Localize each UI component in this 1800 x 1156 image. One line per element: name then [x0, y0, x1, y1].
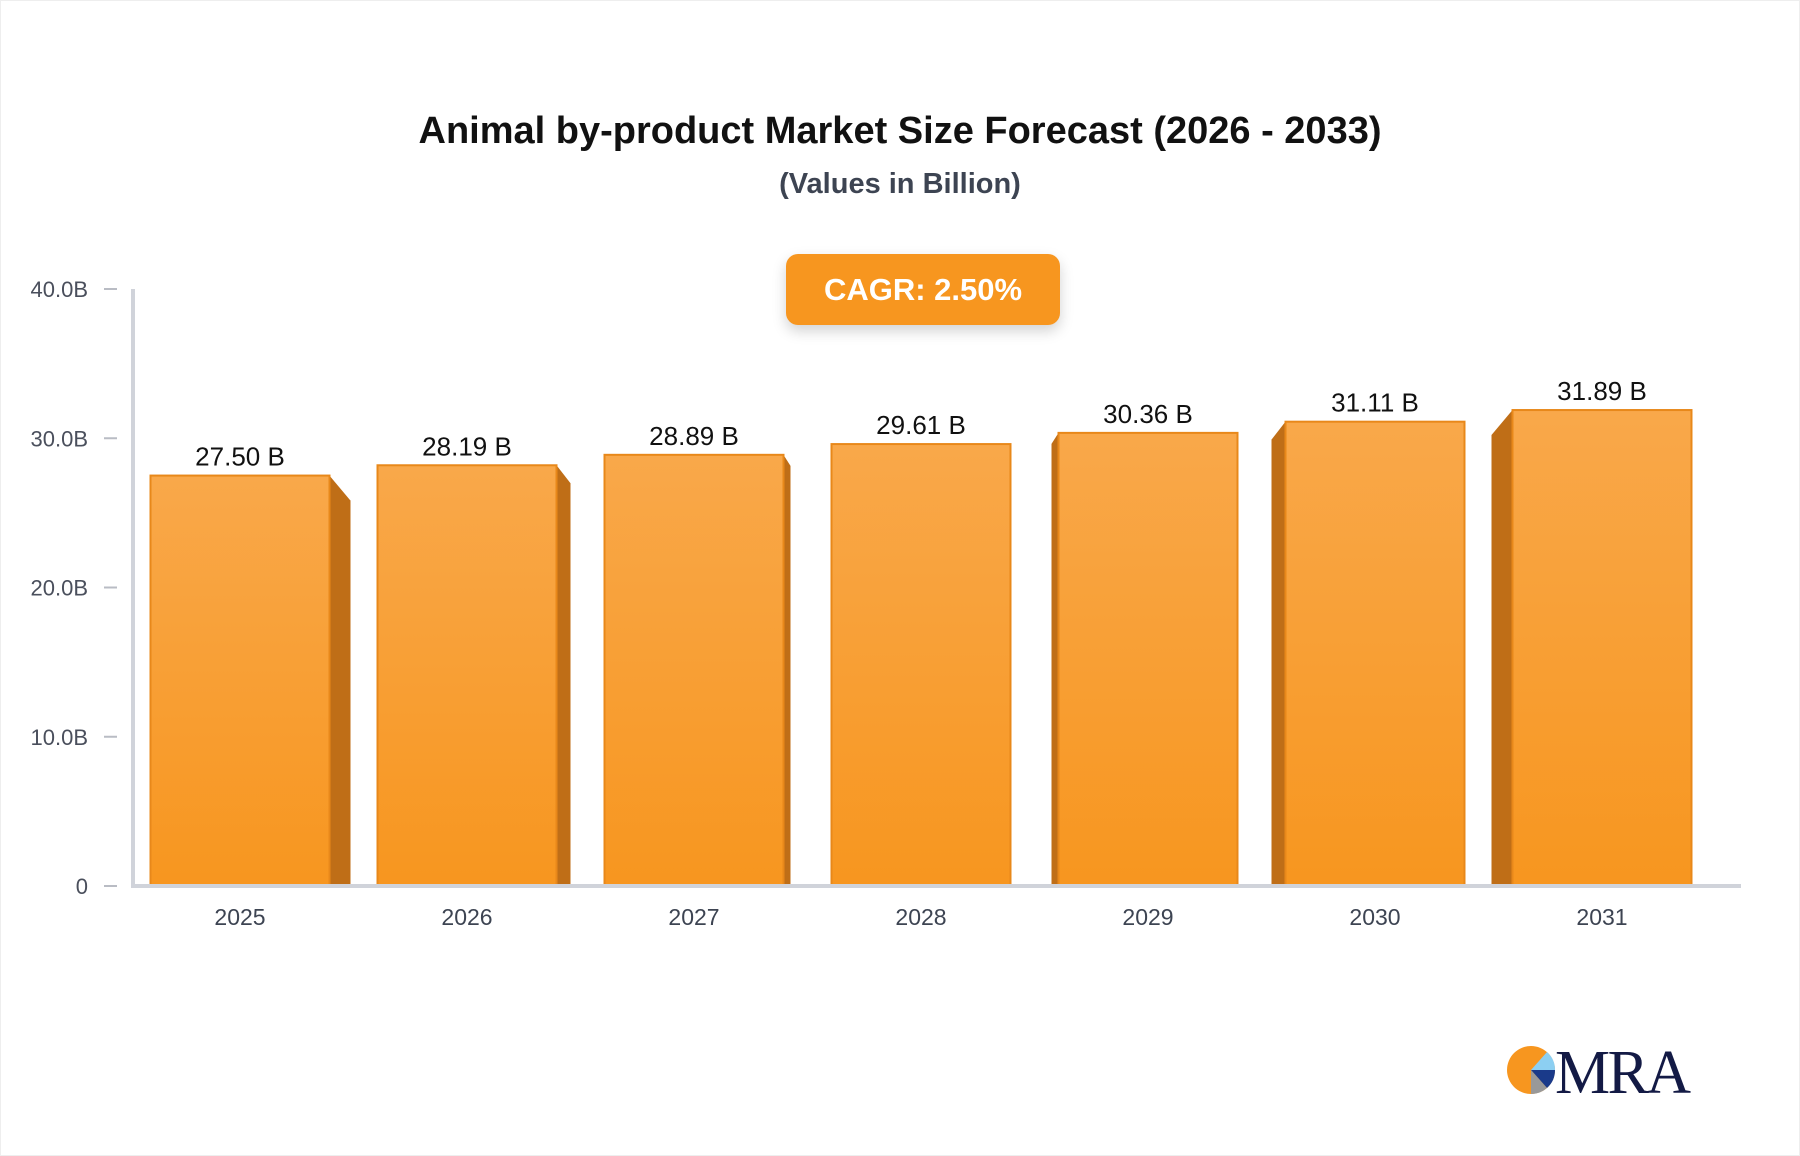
data-label: 31.11 B	[1331, 388, 1419, 418]
x-tick-label: 2027	[668, 904, 719, 930]
chart-subtitle: (Values in Billion)	[779, 168, 1021, 200]
x-tick-label: 2028	[895, 904, 946, 930]
bar	[603, 453, 785, 887]
bar	[1057, 431, 1239, 887]
bar	[1284, 420, 1466, 887]
y-tick-label: 10.0B	[31, 725, 89, 750]
svg-text:MRA: MRA	[1555, 1040, 1691, 1100]
x-tick-label: 2031	[1576, 904, 1627, 930]
bar-side-face	[556, 465, 571, 886]
x-tick-label: 2026	[441, 904, 492, 930]
bar-side-face	[1271, 421, 1286, 886]
bar-side-face	[329, 475, 351, 886]
y-tick-label: 20.0B	[31, 576, 89, 601]
x-tick-label: 2029	[1122, 904, 1173, 930]
bar-side-face	[1491, 410, 1513, 886]
x-tick-label: 2025	[214, 904, 265, 930]
data-label: 30.36 B	[1103, 399, 1193, 429]
y-tick-label: 30.0B	[31, 426, 89, 451]
bar	[830, 443, 1012, 887]
chart-title: Animal by-product Market Size Forecast (…	[418, 110, 1382, 152]
bar	[149, 474, 331, 887]
data-label: 27.50 B	[195, 442, 285, 472]
bar-side-face	[783, 454, 791, 886]
bar	[1511, 409, 1693, 887]
data-label: 28.89 B	[649, 421, 739, 451]
mra-logo: MRA	[1505, 1040, 1695, 1100]
y-tick-label: 0	[76, 874, 88, 899]
x-tick-label: 2030	[1349, 904, 1400, 930]
bar-side-face	[1051, 432, 1059, 886]
cagr-badge: CAGR: 2.50%	[786, 254, 1060, 325]
data-label: 29.61 B	[876, 410, 966, 440]
data-label: 31.89 B	[1557, 376, 1647, 406]
data-label: 28.19 B	[422, 431, 512, 461]
y-tick-label: 40.0B	[31, 277, 89, 302]
bar	[376, 464, 558, 887]
